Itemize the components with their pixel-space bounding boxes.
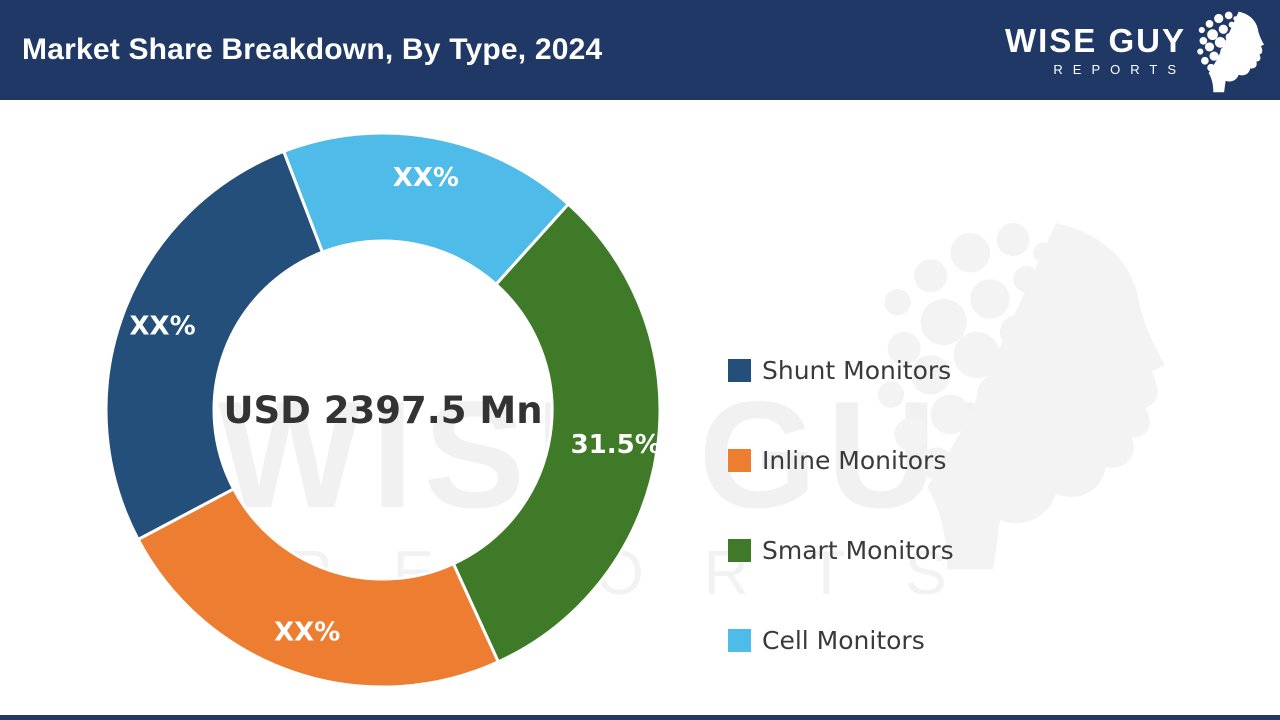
slice-label-shunt-monitors: XX% — [130, 312, 196, 342]
legend-item-inline-monitors: Inline Monitors — [728, 445, 946, 475]
legend-label-cell: Cell Monitors — [762, 625, 925, 655]
legend-label-inline: Inline Monitors — [762, 445, 947, 475]
logo-head-icon — [1192, 7, 1270, 93]
wiseguy-logo: WISE GUY REPORTS — [1005, 7, 1280, 93]
chart-area: WISE GUY REPORTS XX% 31.5% XX% XX% USD 2397… — [0, 100, 1280, 715]
watermark-head-icon — [858, 198, 1188, 578]
footer-bar — [0, 715, 1280, 720]
donut-segment-smart-monitors — [451, 202, 662, 664]
legend-label-smart: Smart Monitors — [762, 535, 954, 565]
slice-label-inline-monitors: XX% — [274, 617, 340, 647]
logo-subtext: REPORTS — [1053, 62, 1186, 77]
logo-text: WISE GUY REPORTS — [1005, 24, 1186, 76]
donut-segment-shunt-monitors — [104, 149, 324, 541]
header: Market Share Breakdown, By Type, 2024 WI… — [0, 0, 1280, 100]
slice-label-smart-monitors: 31.5% — [571, 430, 661, 460]
legend-item-shunt-monitors: Shunt Monitors — [728, 355, 951, 385]
legend-swatch-inline — [728, 448, 751, 472]
legend-item-cell-monitors: Cell Monitors — [728, 625, 925, 655]
donut-chart: XX% 31.5% XX% XX% — [104, 131, 662, 689]
donut-center-value: USD 2397.5 Mn — [223, 388, 543, 432]
page-title: Market Share Breakdown, By Type, 2024 — [22, 33, 603, 66]
legend-swatch-smart — [728, 538, 751, 562]
legend-swatch-shunt — [728, 358, 751, 382]
legend-label-shunt: Shunt Monitors — [762, 355, 952, 385]
donut-segment-inline-monitors — [136, 487, 500, 689]
legend-swatch-cell — [728, 628, 751, 652]
legend-item-smart-monitors: Smart Monitors — [728, 535, 954, 565]
slice-label-cell-monitors: XX% — [393, 163, 459, 193]
logo-wordmark: WISE GUY — [1004, 22, 1186, 59]
